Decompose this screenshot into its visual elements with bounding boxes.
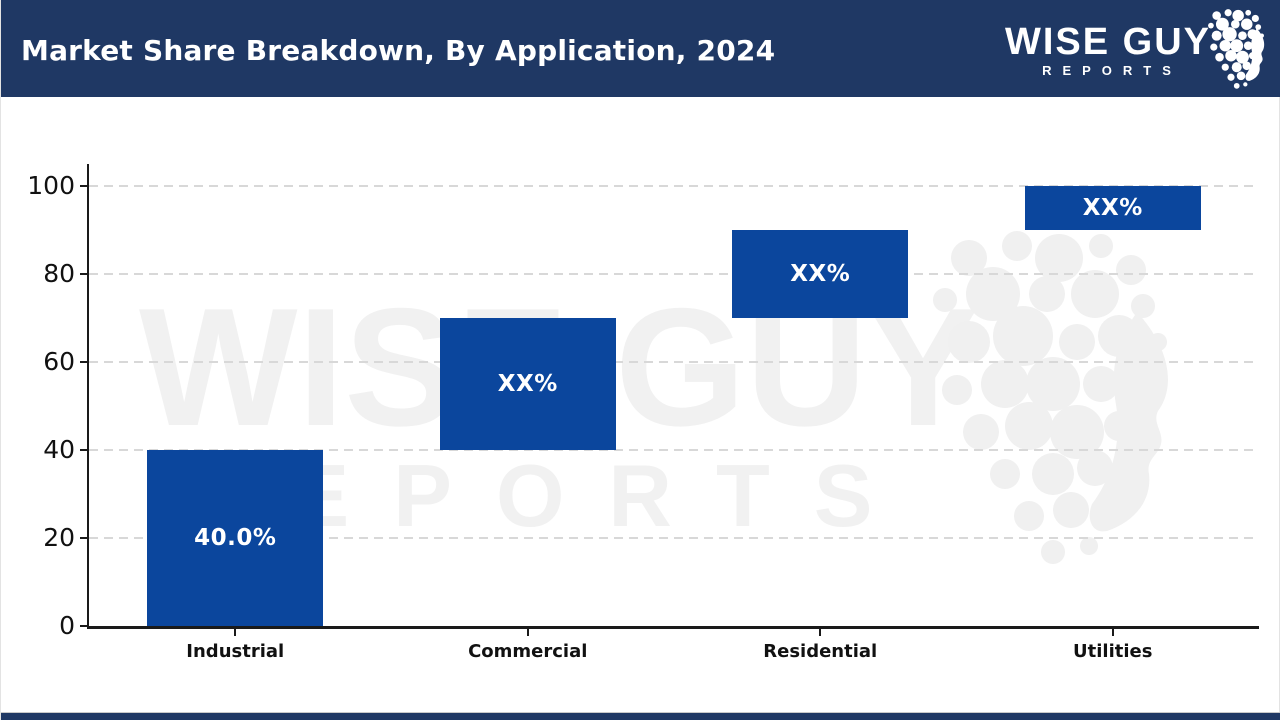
- y-axis-tick: [80, 273, 88, 275]
- y-tick-label: 60: [43, 347, 75, 376]
- bar-commercial: XX%: [439, 318, 616, 450]
- y-axis-tick: [80, 449, 88, 451]
- logo-dotted-head-icon: [1208, 9, 1265, 89]
- x-axis-tick: [526, 629, 529, 636]
- x-axis-tick: [819, 629, 822, 636]
- y-axis-line: [87, 164, 89, 629]
- y-tick-label: 0: [59, 611, 75, 640]
- gridline-80: [89, 273, 1259, 275]
- bar-value-label: XX%: [497, 371, 558, 397]
- gridline-20: [89, 537, 1259, 539]
- y-tick-label: 100: [27, 171, 75, 200]
- x-category-label: Residential: [763, 641, 878, 662]
- gridline-40: [89, 449, 1259, 451]
- chart-title: Market Share Breakdown, By Application, …: [21, 34, 776, 67]
- x-category-label: Commercial: [468, 641, 588, 662]
- bar-utilities: XX%: [1024, 186, 1201, 230]
- x-axis-tick: [1111, 629, 1114, 636]
- bar-value-label: XX%: [1082, 195, 1143, 221]
- bar-value-label: XX%: [790, 261, 851, 287]
- y-axis-tick: [80, 361, 88, 363]
- y-tick-label: 20: [43, 523, 75, 552]
- x-axis-line: [87, 626, 1259, 629]
- x-category-label: Utilities: [1073, 641, 1153, 662]
- bar-industrial: 40.0%: [147, 450, 324, 626]
- y-axis-tick: [80, 625, 88, 627]
- y-axis-tick: [80, 537, 88, 539]
- logo-reports-label: REPORTS: [1042, 63, 1182, 78]
- bar-value-label: 40.0%: [194, 525, 277, 551]
- wise-guy-reports-logo: WISE GUY REPORTS: [1005, 6, 1267, 94]
- gridline-60: [89, 361, 1259, 363]
- x-axis-tick: [234, 629, 237, 636]
- header-bar: Market Share Breakdown, By Application, …: [1, 0, 1280, 97]
- x-category-label: Industrial: [186, 641, 285, 662]
- gridline-100: [89, 185, 1259, 187]
- y-axis-tick: [80, 185, 88, 187]
- logo-text: WISE GUY REPORTS: [1005, 23, 1211, 77]
- bar-residential: XX%: [732, 230, 909, 318]
- y-tick-label: 80: [43, 259, 75, 288]
- footer-bar: [1, 713, 1280, 720]
- logo-wiseguy-label: WISE GUY: [1004, 21, 1211, 63]
- y-tick-label: 40: [43, 435, 75, 464]
- footer-divider: [1, 712, 1280, 713]
